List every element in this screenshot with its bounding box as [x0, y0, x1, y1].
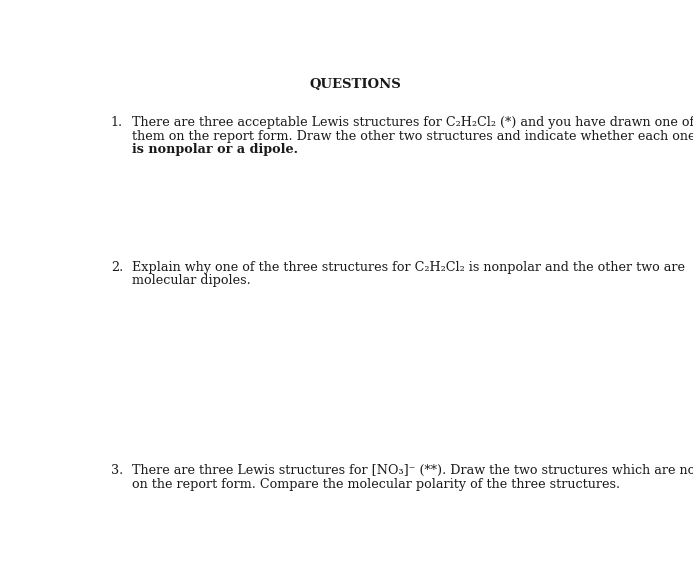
Text: 2.: 2.: [111, 260, 123, 273]
Text: 1.: 1.: [111, 116, 123, 129]
Text: Explain why one of the three structures for C₂H₂Cl₂ is nonpolar and the other tw: Explain why one of the three structures …: [132, 260, 685, 273]
Text: is nonpolar or a dipole.: is nonpolar or a dipole.: [132, 143, 298, 156]
Text: QUESTIONS: QUESTIONS: [309, 78, 401, 91]
Text: them on the report form. Draw the other two structures and indicate whether each: them on the report form. Draw the other …: [132, 130, 693, 143]
Text: There are three acceptable Lewis structures for C₂H₂Cl₂ (*) and you have drawn o: There are three acceptable Lewis structu…: [132, 116, 693, 129]
Text: molecular dipoles.: molecular dipoles.: [132, 274, 251, 288]
Text: on the report form. Compare the molecular polarity of the three structures.: on the report form. Compare the molecula…: [132, 478, 620, 491]
Text: 3.: 3.: [111, 465, 123, 477]
Text: There are three Lewis structures for [NO₃]⁻ (**). Draw the two structures which : There are three Lewis structures for [NO…: [132, 465, 693, 477]
